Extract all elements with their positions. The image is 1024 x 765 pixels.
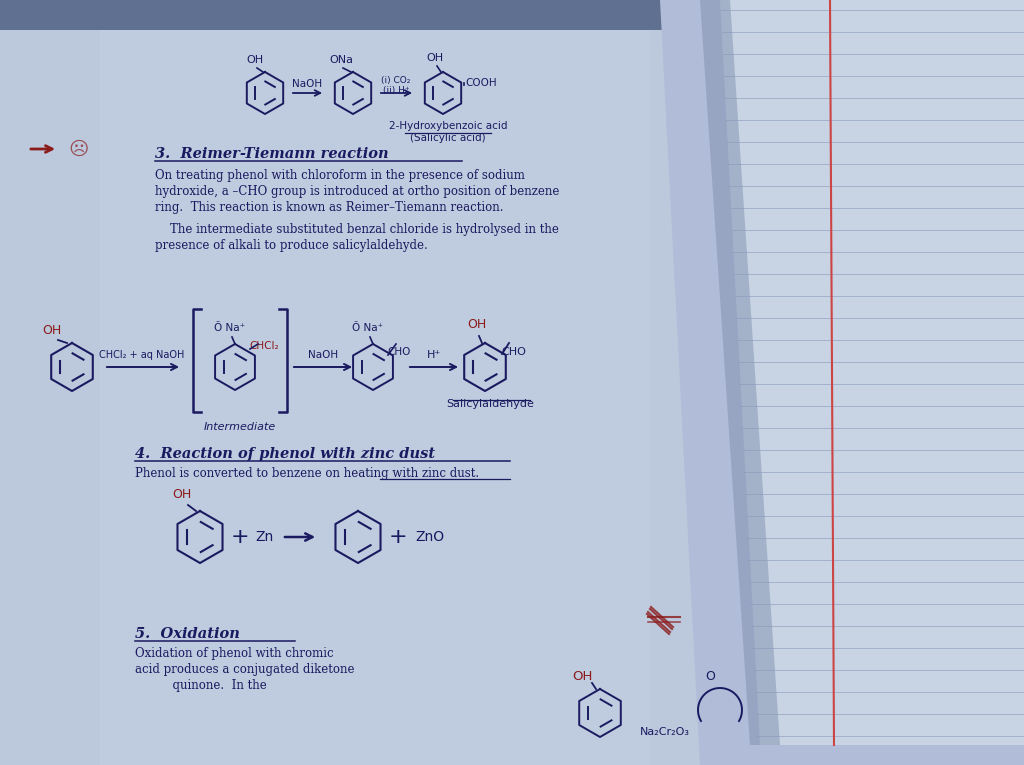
Polygon shape bbox=[700, 0, 780, 745]
Text: H⁺: H⁺ bbox=[427, 350, 441, 360]
Text: OH: OH bbox=[467, 318, 486, 331]
Polygon shape bbox=[100, 0, 650, 765]
Text: OH: OH bbox=[42, 324, 61, 337]
Text: Oxidation of phenol with chromic: Oxidation of phenol with chromic bbox=[135, 647, 334, 660]
Text: ZnO: ZnO bbox=[416, 530, 444, 544]
Text: Salicylaldehyde: Salicylaldehyde bbox=[446, 399, 534, 409]
Text: hydroxide, a –CHO group is introduced at ortho position of benzene: hydroxide, a –CHO group is introduced at… bbox=[155, 185, 559, 198]
Text: +: + bbox=[389, 527, 408, 547]
Text: On treating phenol with chloroform in the presence of sodium: On treating phenol with chloroform in th… bbox=[155, 169, 525, 182]
Bar bbox=[0, 0, 1024, 30]
Polygon shape bbox=[0, 0, 790, 765]
Text: Phenol is converted to benzene on heating with zinc dust.: Phenol is converted to benzene on heatin… bbox=[135, 467, 479, 480]
Text: CHCl₂: CHCl₂ bbox=[249, 341, 279, 351]
Text: ring.  This reaction is known as Reimer–Tiemann reaction.: ring. This reaction is known as Reimer–T… bbox=[155, 201, 504, 214]
Text: (i) CO₂: (i) CO₂ bbox=[381, 76, 411, 85]
Text: CHCl₂ + aq NaOH: CHCl₂ + aq NaOH bbox=[99, 350, 184, 360]
Text: +: + bbox=[230, 527, 249, 547]
Text: Õ Na⁺: Õ Na⁺ bbox=[214, 323, 246, 333]
Text: CHO: CHO bbox=[387, 347, 411, 357]
Text: Na₂Cr₂O₃: Na₂Cr₂O₃ bbox=[640, 727, 690, 737]
Text: ONa: ONa bbox=[329, 55, 353, 65]
Text: OH: OH bbox=[247, 55, 263, 65]
Polygon shape bbox=[720, 0, 1024, 745]
Text: 4.  Reaction of phenol with zinc dust: 4. Reaction of phenol with zinc dust bbox=[135, 447, 435, 461]
Text: 3.  Reimer-Tiemann reaction: 3. Reimer-Tiemann reaction bbox=[155, 147, 389, 161]
Text: 2-Hydroxybenzoic acid: 2-Hydroxybenzoic acid bbox=[389, 121, 507, 131]
Text: NaOH: NaOH bbox=[293, 79, 323, 89]
Text: CHO: CHO bbox=[501, 347, 526, 357]
Text: O: O bbox=[706, 670, 715, 683]
Text: OH: OH bbox=[426, 53, 443, 63]
Polygon shape bbox=[660, 0, 1024, 765]
Text: OH: OH bbox=[571, 670, 592, 683]
Text: OH: OH bbox=[172, 488, 191, 501]
Text: The intermediate substituted benzal chloride is hydrolysed in the: The intermediate substituted benzal chlo… bbox=[155, 223, 559, 236]
Text: ☹: ☹ bbox=[68, 139, 88, 158]
Text: presence of alkali to produce salicylaldehyde.: presence of alkali to produce salicylald… bbox=[155, 239, 428, 252]
Text: Õ Na⁺: Õ Na⁺ bbox=[352, 323, 384, 333]
Text: COOH: COOH bbox=[465, 78, 497, 88]
Text: Zn: Zn bbox=[255, 530, 273, 544]
Text: quinone.  In the: quinone. In the bbox=[135, 679, 266, 692]
Text: (Salicylic acid): (Salicylic acid) bbox=[411, 133, 485, 143]
Text: 5.  Oxidation: 5. Oxidation bbox=[135, 627, 240, 641]
Text: acid produces a conjugated diketone: acid produces a conjugated diketone bbox=[135, 663, 354, 676]
Text: Intermediate: Intermediate bbox=[204, 422, 276, 432]
Text: NaOH: NaOH bbox=[308, 350, 338, 360]
Text: (ii) H⁺: (ii) H⁺ bbox=[383, 86, 410, 95]
